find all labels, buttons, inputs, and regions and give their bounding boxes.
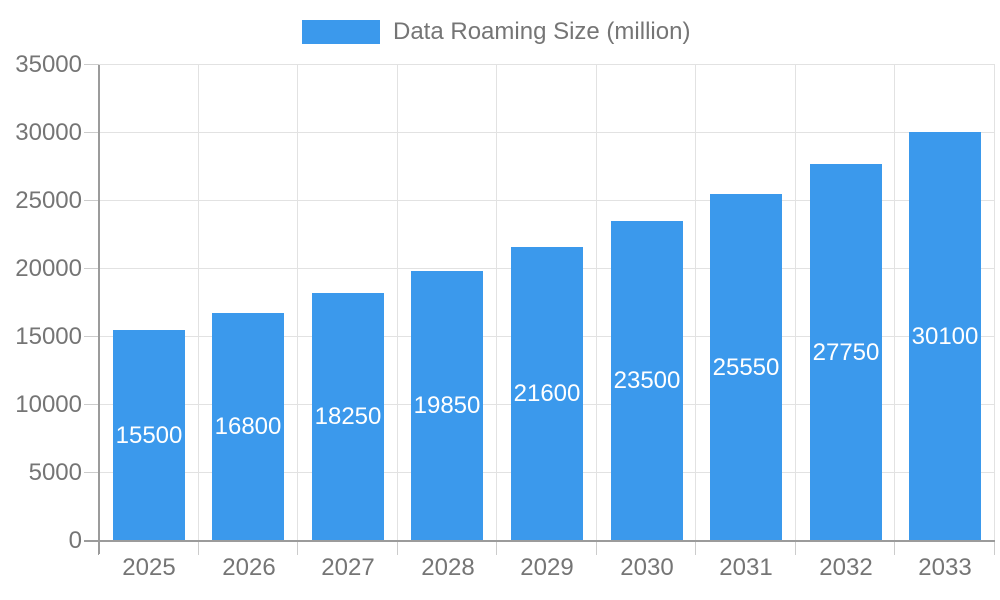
x-axis-label: 2029: [520, 554, 574, 581]
x-gridline: [496, 65, 497, 541]
bar-value-label: 25550: [712, 353, 780, 381]
x-tick: [695, 541, 696, 555]
bar: 15500: [113, 330, 185, 541]
y-tick: [84, 268, 99, 269]
x-gridline: [297, 65, 298, 541]
y-axis-label: 25000: [15, 187, 82, 214]
y-axis-label: 0: [68, 527, 82, 554]
y-tick: [84, 132, 99, 133]
bar: 16800: [212, 313, 284, 541]
x-axis-label: 2031: [719, 554, 773, 581]
bar: 19850: [411, 271, 483, 541]
bar: 18250: [312, 293, 384, 541]
x-axis-label: 2028: [421, 554, 475, 581]
legend-swatch: [302, 20, 380, 44]
bar-value-label: 18250: [314, 403, 382, 430]
x-gridline: [994, 65, 995, 541]
x-axis-label: 2033: [918, 554, 972, 581]
bar: 25550: [710, 194, 782, 541]
x-axis-label: 2032: [819, 554, 873, 581]
x-tick: [297, 541, 298, 555]
bar-value-label: 16800: [214, 413, 282, 440]
bar-value-label: 19850: [413, 392, 481, 419]
x-gridline: [596, 65, 597, 541]
y-axis-label: 10000: [15, 391, 82, 418]
bar-value-label: 30100: [911, 322, 979, 350]
x-tick: [894, 541, 895, 555]
x-axis-label: 2027: [321, 554, 375, 581]
y-axis-label: 30000: [15, 119, 82, 146]
bar-value-label: 15500: [115, 421, 183, 449]
x-gridline: [198, 65, 199, 541]
x-gridline: [795, 65, 796, 541]
y-axis-label: 15000: [15, 323, 82, 350]
legend-label: Data Roaming Size (million): [393, 18, 691, 45]
x-tick: [994, 541, 995, 555]
y-axis-label: 20000: [15, 255, 82, 282]
x-tick: [397, 541, 398, 555]
bar-value-label: 23500: [613, 367, 681, 394]
x-gridline: [397, 65, 398, 541]
bar: 27750: [810, 164, 882, 541]
y-gridline: [99, 132, 995, 133]
x-axis-line: [84, 540, 995, 542]
y-gridline: [99, 64, 995, 65]
y-tick: [84, 472, 99, 473]
legend: Data Roaming Size (million): [302, 20, 690, 44]
x-tick: [198, 541, 199, 555]
x-axis-label: 2025: [122, 554, 176, 581]
y-tick: [84, 200, 99, 201]
x-gridline: [695, 65, 696, 541]
x-axis-label: 2030: [620, 554, 674, 581]
x-gridline: [894, 65, 895, 541]
bar: 23500: [611, 221, 683, 541]
bar: 30100: [909, 132, 981, 541]
y-axis-label: 5000: [28, 459, 82, 486]
y-tick: [84, 404, 99, 405]
x-axis-label: 2026: [222, 554, 276, 581]
x-tick: [496, 541, 497, 555]
x-tick: [795, 541, 796, 555]
bar-value-label: 21600: [513, 380, 581, 407]
y-tick: [84, 336, 99, 337]
y-tick: [84, 64, 99, 65]
bar-value-label: 27750: [812, 338, 880, 366]
bar: 21600: [511, 247, 583, 541]
y-axis-line: [98, 65, 100, 554]
x-tick: [596, 541, 597, 555]
y-axis-label: 35000: [15, 51, 82, 78]
y-gridline: [99, 200, 995, 201]
